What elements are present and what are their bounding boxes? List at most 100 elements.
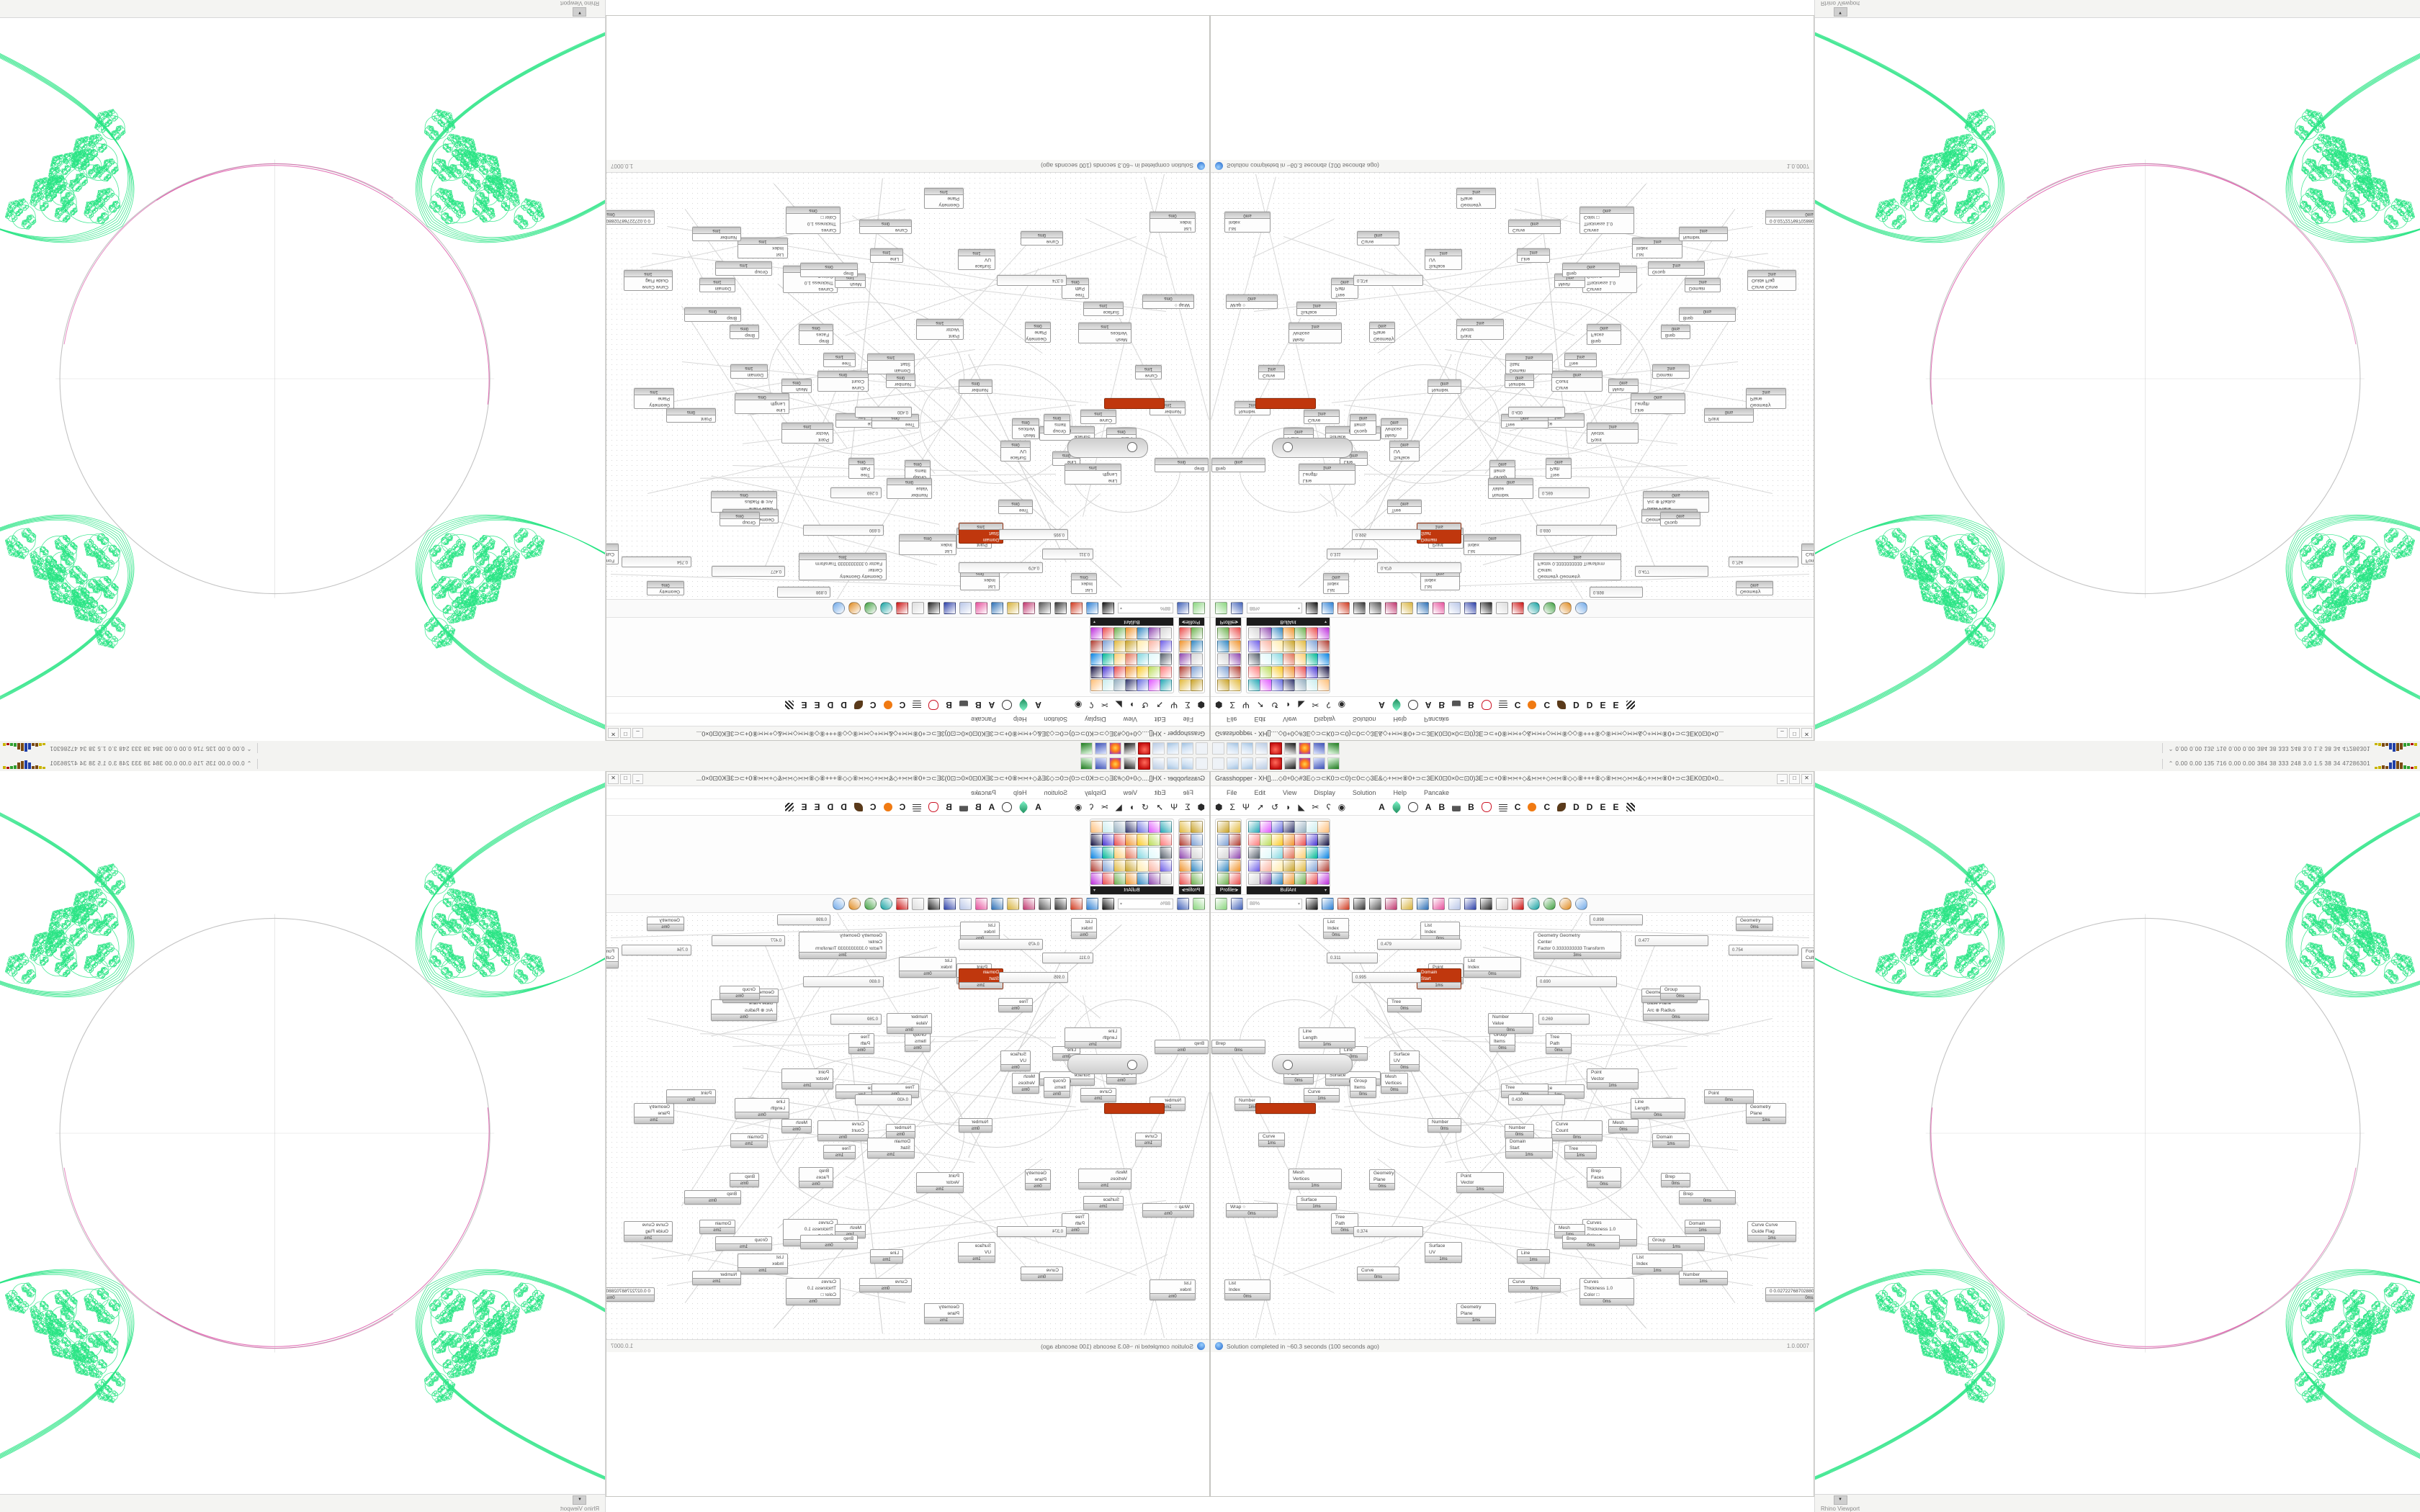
mountain-icon[interactable] — [1452, 701, 1461, 709]
document-icon[interactable] — [1401, 897, 1413, 910]
scan-icon[interactable] — [1125, 873, 1137, 885]
gh-node[interactable]: Number 0ms — [959, 1118, 992, 1133]
gh-node[interactable]: Domain Start 1ms — [867, 354, 915, 374]
gh-node[interactable]: Geometry Geometry Center Factor 0.33333333… — [799, 932, 887, 959]
close-button[interactable]: ✕ — [608, 773, 619, 784]
gh-node[interactable]: Line Length 0ms — [735, 393, 789, 414]
number-slider[interactable]: 0.690 — [803, 525, 884, 536]
gh-node[interactable]: Domain Start 1ms — [1505, 354, 1553, 374]
sheet-icon[interactable] — [1090, 679, 1103, 691]
tab-glyph-7[interactable]: ✂ — [1312, 803, 1319, 811]
gh-node[interactable]: Brep 0ms — [684, 1190, 741, 1205]
bridge-icon[interactable] — [1294, 860, 1307, 872]
gh-node[interactable]: Brep 0ms — [1661, 325, 1690, 339]
gh-node[interactable]: Domain 1ms — [730, 364, 768, 379]
viewport-tab-bar[interactable]: ▾ Rhino Viewport — [1815, 1494, 2420, 1512]
tab-glyph-1[interactable]: Σ — [1185, 700, 1190, 710]
zoom-dropdown-icon[interactable]: ▾ — [1120, 901, 1122, 906]
preview-red-icon[interactable] — [896, 897, 908, 910]
diamond-icon[interactable] — [1283, 860, 1295, 872]
tab-glyph-6[interactable]: ◣ — [1298, 803, 1304, 811]
gh-node[interactable]: Curve Curve Guide Flag 1ms — [1747, 270, 1796, 291]
orange-blob-icon[interactable] — [1559, 897, 1572, 910]
tab-glyph-7[interactable]: ✂ — [1101, 802, 1108, 812]
tab-label-6[interactable]: B — [946, 700, 952, 710]
orange-blob-icon[interactable] — [848, 602, 861, 615]
tooth-icon[interactable] — [928, 700, 939, 710]
number-slider[interactable]: 0.754 — [1729, 945, 1798, 955]
tab-glyph-4[interactable]: ↺ — [1271, 700, 1278, 710]
number-slider[interactable]: 0.479 — [1377, 562, 1461, 573]
gh-node[interactable]: Line Length 1ms — [1299, 1027, 1355, 1048]
tab-glyph-8[interactable]: ʕ — [1089, 700, 1093, 710]
gh-node[interactable]: Brep 0ms — [1211, 458, 1265, 472]
gh-node[interactable]: Line Length 1ms — [1299, 464, 1355, 485]
gh-node[interactable]: Wrap ○ 0ms — [1226, 1203, 1278, 1218]
new-file-icon[interactable] — [1215, 602, 1227, 615]
fold-icon[interactable] — [1306, 821, 1318, 833]
menu-item-view[interactable]: View — [1274, 716, 1305, 724]
tab-label-9[interactable]: C — [1515, 700, 1521, 710]
gh-node[interactable]: Geometry Plane 1ms — [1456, 1303, 1496, 1324]
gh-node[interactable]: Curve 0ms — [1021, 231, 1063, 246]
ibeam-icon[interactable] — [1179, 860, 1191, 872]
tab-glyph-5[interactable]: ◗ — [1286, 803, 1291, 811]
frame-icon[interactable] — [1090, 666, 1103, 678]
gh-node[interactable]: Brep 0ms — [800, 1235, 858, 1249]
gh-node[interactable]: Geometry Geometry Center Factor 0.33333333… — [1533, 553, 1621, 580]
tab-glyph-6[interactable]: ◣ — [1115, 700, 1121, 710]
tab-glyph-5[interactable]: ◗ — [1286, 700, 1291, 710]
menu-item-pancake[interactable]: Pancake — [1415, 716, 1458, 724]
tab-label-16[interactable]: E — [1613, 700, 1618, 710]
diamond-icon[interactable] — [1137, 627, 1149, 639]
zoom-dropdown-icon[interactable]: ▾ — [1298, 606, 1300, 611]
tab-label-15[interactable]: E — [815, 802, 820, 812]
taskbar-icons[interactable] — [1210, 742, 1340, 755]
ellipse-icon[interactable] — [1217, 847, 1229, 859]
menu-item-pancake[interactable]: Pancake — [962, 716, 1005, 724]
number-slider[interactable]: 0.430 — [1508, 407, 1565, 418]
teal-blob-icon[interactable] — [1528, 897, 1540, 910]
menu-item-edit[interactable]: Edit — [1146, 789, 1175, 796]
gh-node[interactable]: Number Value 0ms — [1488, 478, 1533, 499]
gh-node[interactable]: Tree Path 0ms — [1331, 1213, 1358, 1234]
at-icon[interactable] — [1039, 602, 1051, 615]
gh-node[interactable]: Domain 1ms — [730, 1133, 768, 1148]
gh-node[interactable]: Geometry Plane 1ms — [1746, 388, 1786, 409]
minimize-button[interactable]: _ — [1777, 773, 1788, 784]
triangle-icon[interactable] — [1125, 847, 1137, 859]
gh-node[interactable]: Group Items 0ms — [1350, 414, 1376, 435]
ibeam-icon[interactable] — [1229, 860, 1241, 872]
rect-icon[interactable] — [1191, 640, 1203, 652]
selected-component[interactable] — [1104, 398, 1165, 409]
bulb-icon[interactable] — [1448, 602, 1461, 615]
bulb-icon[interactable] — [959, 897, 972, 910]
save-icon[interactable] — [1177, 602, 1189, 615]
gh-node[interactable]: Curve 1ms — [1080, 1088, 1116, 1102]
scroll-icon[interactable] — [1196, 757, 1208, 770]
ellipse-icon[interactable] — [1248, 653, 1260, 665]
fold-icon[interactable] — [1102, 821, 1114, 833]
gh-node[interactable]: FormatCulture0ms — [1801, 948, 1814, 968]
paint-icon[interactable] — [1070, 897, 1083, 910]
tab-label-11[interactable]: C — [1543, 700, 1550, 710]
gh-node[interactable]: Domain Start 1ms — [867, 1138, 915, 1158]
tab-label-13[interactable]: D — [841, 700, 847, 710]
gh-node[interactable]: Point Vector 1ms — [1587, 1068, 1639, 1089]
menu-item-pancake[interactable]: Pancake — [1415, 789, 1458, 796]
number-slider[interactable]: 0.430 — [855, 1094, 912, 1105]
ring-icon[interactable] — [1229, 627, 1241, 639]
palette-bullant[interactable]: BullAnt ▾ — [1246, 819, 1330, 895]
calc-icon[interactable] — [1152, 742, 1165, 755]
diamond-icon[interactable] — [1137, 653, 1149, 665]
menu-item-pancake[interactable]: Pancake — [962, 789, 1005, 796]
viewport-spinner-icon[interactable]: ▾ — [1833, 1495, 1847, 1505]
gh-node[interactable]: Curve Count 0ms — [1551, 1120, 1603, 1141]
bird-icon[interactable] — [853, 803, 863, 811]
tab-label-14[interactable]: D — [1587, 700, 1593, 710]
